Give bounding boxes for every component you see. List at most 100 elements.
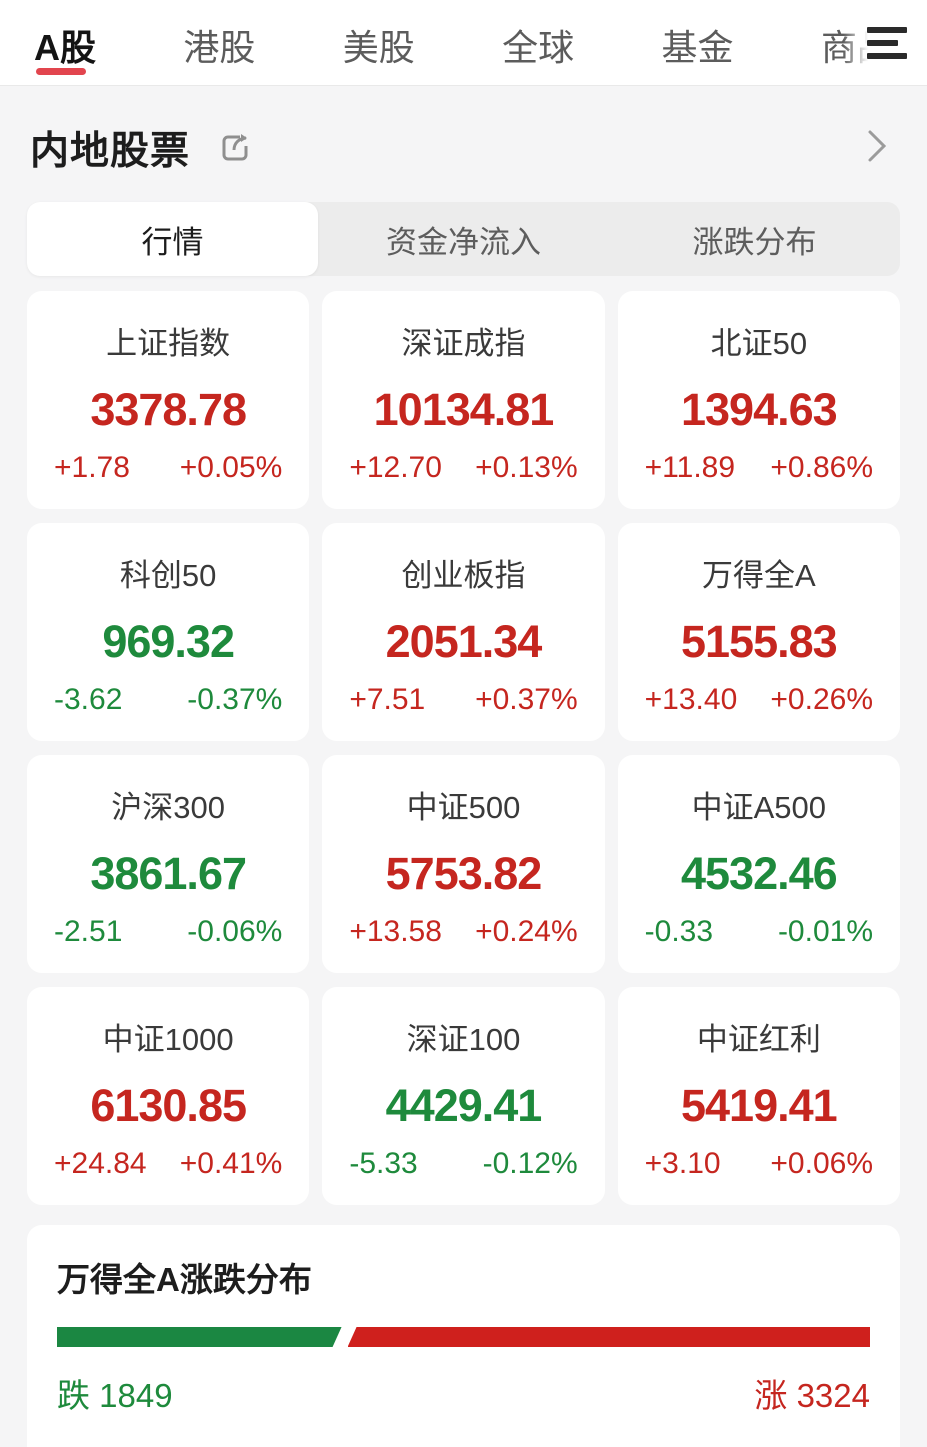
index-name: 中证500 <box>406 790 521 825</box>
index-card-9[interactable]: 中证1000 6130.85 +24.84 +0.41% <box>27 987 310 1205</box>
index-card-1[interactable]: 深证成指 10134.81 +12.70 +0.13% <box>322 291 605 509</box>
advance-bar-segment <box>347 1327 870 1347</box>
index-change-row: +7.51 +0.37% <box>346 683 580 717</box>
forecast-turnover: 预测成交额 1.31万亿，缩1927亿 <box>415 1443 870 1447</box>
index-change-row: +13.40 +0.26% <box>642 683 876 717</box>
index-value: 3378.78 <box>90 384 247 435</box>
index-change-pct: +0.24% <box>475 915 578 948</box>
index-change-row: +1.78 +0.05% <box>51 451 285 485</box>
index-change-row: +11.89 +0.86% <box>642 451 876 485</box>
index-change: +24.84 <box>54 1147 147 1180</box>
decline-count: 跌 1849 <box>57 1377 173 1414</box>
index-card-11[interactable]: 中证红利 5419.41 +3.10 +0.06% <box>617 987 900 1205</box>
distribution-title: 万得全A涨跌分布 <box>57 1261 312 1298</box>
nav-item-label: 港股 <box>183 26 256 68</box>
nav-item-label: 全球 <box>502 26 575 68</box>
index-name: 中证红利 <box>696 1022 821 1057</box>
index-name: 深证成指 <box>401 326 526 361</box>
index-change-pct: +0.06% <box>770 1147 873 1180</box>
turnover-value: 成交额 8056.63亿 <box>57 1443 415 1447</box>
share-icon[interactable] <box>216 128 256 173</box>
index-change-row: +24.84 +0.41% <box>51 1147 285 1181</box>
index-change-pct: +0.86% <box>770 451 873 484</box>
index-change: +7.51 <box>349 683 426 716</box>
index-value: 4429.41 <box>385 1080 543 1131</box>
index-change-row: +3.10 +0.06% <box>642 1147 876 1181</box>
index-value: 2051.34 <box>385 616 543 667</box>
index-change-row: +12.70 +0.13% <box>346 451 580 485</box>
index-change-row: -2.51 -0.06% <box>51 915 285 949</box>
nav-item-3[interactable]: 全球 <box>502 0 574 85</box>
index-name: 上证指数 <box>106 326 231 361</box>
menu-button[interactable] <box>843 0 927 85</box>
index-change: -0.33 <box>644 915 714 948</box>
index-change-pct: -0.37% <box>187 683 283 716</box>
nav-item-label: 基金 <box>661 26 734 68</box>
index-change-row: -5.33 -0.12% <box>346 1147 580 1181</box>
index-change-pct: +0.26% <box>770 683 873 716</box>
index-change: -3.62 <box>54 683 123 716</box>
distribution-card: 万得全A涨跌分布 跌 1849 涨 3324 成交额 8056.63亿 预测成交… <box>27 1225 900 1447</box>
chevron-right-icon[interactable] <box>863 124 891 173</box>
nav-item-label: 美股 <box>342 26 415 68</box>
index-change: -2.51 <box>54 915 123 948</box>
index-value: 3861.67 <box>90 848 247 899</box>
index-value: 10134.81 <box>373 384 555 435</box>
index-card-7[interactable]: 中证500 5753.82 +13.58 +0.24% <box>322 755 605 973</box>
nav-item-label: A股 <box>34 26 96 68</box>
index-value: 969.32 <box>102 616 235 667</box>
index-value: 5155.83 <box>680 616 838 667</box>
index-name: 万得全A <box>701 558 816 593</box>
index-change-pct: +0.13% <box>475 451 578 484</box>
index-change-pct: -0.06% <box>187 915 283 948</box>
index-name: 科创50 <box>119 558 217 593</box>
index-value: 6130.85 <box>90 1080 247 1131</box>
advance-decline-bar <box>57 1327 870 1347</box>
index-name: 中证1000 <box>102 1022 234 1057</box>
index-card-2[interactable]: 北证50 1394.63 +11.89 +0.86% <box>617 291 900 509</box>
top-navbar: A股港股美股全球基金商品 <box>0 0 927 86</box>
page-title: 内地股票 <box>30 130 191 173</box>
index-change: +11.89 <box>644 451 736 484</box>
section-header: 内地股票 <box>0 86 927 202</box>
index-card-8[interactable]: 中证A500 4532.46 -0.33 -0.01% <box>617 755 900 973</box>
index-name: 创业板指 <box>401 558 526 593</box>
nav-tabs: A股港股美股全球基金商品 <box>0 0 927 85</box>
index-value: 5419.41 <box>680 1080 838 1131</box>
index-value: 1394.63 <box>680 384 838 435</box>
active-tab-underline <box>36 68 86 75</box>
index-change: +12.70 <box>349 451 442 484</box>
index-change-pct: +0.05% <box>179 451 283 484</box>
nav-item-2[interactable]: 美股 <box>343 0 415 85</box>
index-change-row: -3.62 -0.37% <box>51 683 285 717</box>
nav-item-4[interactable]: 基金 <box>662 0 734 85</box>
decline-bar-segment <box>57 1327 342 1347</box>
index-card-10[interactable]: 深证100 4429.41 -5.33 -0.12% <box>322 987 605 1205</box>
index-value: 4532.46 <box>680 848 838 899</box>
index-name: 深证100 <box>406 1022 521 1057</box>
index-card-3[interactable]: 科创50 969.32 -3.62 -0.37% <box>27 523 310 741</box>
nav-item-1[interactable]: 港股 <box>183 0 255 85</box>
tab-1[interactable]: 资金净流入 <box>386 224 541 260</box>
index-card-5[interactable]: 万得全A 5155.83 +13.40 +0.26% <box>617 523 900 741</box>
tab-0[interactable]: 行情 <box>27 202 318 276</box>
index-change-row: +13.58 +0.24% <box>346 915 580 949</box>
index-change: +13.58 <box>349 915 442 948</box>
index-card-4[interactable]: 创业板指 2051.34 +7.51 +0.37% <box>322 523 605 741</box>
index-change-pct: -0.12% <box>482 1147 578 1180</box>
index-card-0[interactable]: 上证指数 3378.78 +1.78 +0.05% <box>27 291 310 509</box>
nav-item-0[interactable]: A股 <box>34 0 96 85</box>
segmented-tabs: 行情 资金净流入 涨跌分布 <box>27 202 900 276</box>
index-card-6[interactable]: 沪深300 3861.67 -2.51 -0.06% <box>27 755 310 973</box>
index-change: +1.78 <box>54 451 130 484</box>
index-value: 5753.82 <box>385 848 543 899</box>
index-change: -5.33 <box>349 1147 418 1180</box>
index-change-row: -0.33 -0.01% <box>642 915 876 949</box>
index-name: 沪深300 <box>111 790 226 825</box>
index-change-pct: +0.37% <box>475 683 578 716</box>
index-change-pct: +0.41% <box>179 1147 283 1180</box>
index-change: +3.10 <box>644 1147 721 1180</box>
tab-2[interactable]: 涨跌分布 <box>692 224 817 260</box>
advance-decline-counts: 跌 1849 涨 3324 <box>57 1369 870 1417</box>
advance-count: 涨 3324 <box>754 1377 870 1414</box>
